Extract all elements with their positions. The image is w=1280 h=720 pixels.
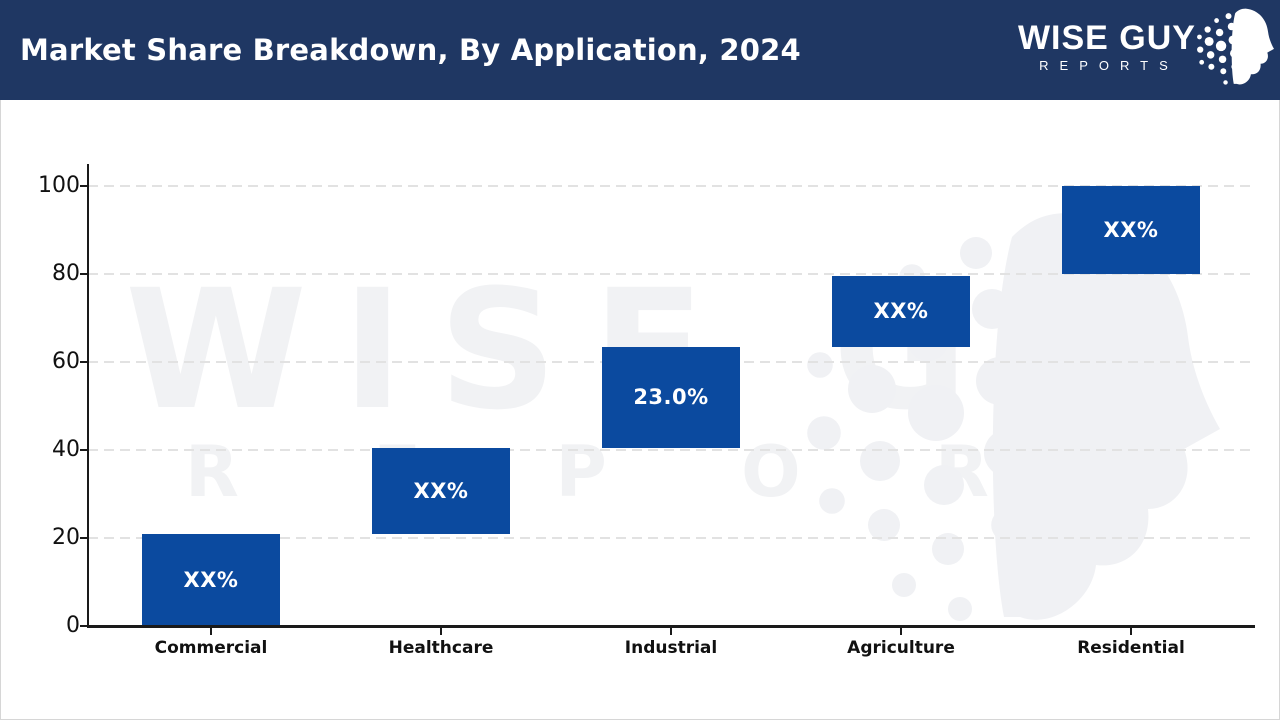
y-tick-20 — [80, 537, 88, 539]
brand-logo-text: WISE GUY REPORTS — [1018, 20, 1196, 73]
x-axis-line — [87, 625, 1255, 628]
bar-industrial: 23.0% — [602, 346, 740, 448]
y-tick-label-60: 60 — [52, 349, 80, 374]
x-category-label-commercial: Commercial — [154, 638, 268, 658]
brand-logo-wiseguy: WISE GUY — [1017, 19, 1196, 57]
y-tick-80 — [80, 273, 88, 275]
brand-logo-face-icon — [1197, 8, 1274, 85]
bar-value-label: XX% — [873, 299, 929, 324]
bar-residential: XX% — [1062, 186, 1200, 274]
gridline-20 — [88, 537, 1255, 539]
bar-value-label: 23.0% — [633, 385, 709, 410]
x-category-label-industrial: Industrial — [624, 638, 718, 658]
y-tick-100 — [80, 185, 88, 187]
bar-commercial: XX% — [142, 533, 280, 626]
x-tick-healthcare — [440, 628, 442, 635]
bar-value-label: XX% — [183, 567, 239, 592]
y-tick-label-80: 80 — [52, 261, 80, 286]
bar-agriculture: XX% — [832, 276, 970, 347]
y-tick-label-20: 20 — [52, 525, 80, 550]
bar-healthcare: XX% — [372, 447, 510, 534]
brand-logo-reports: REPORTS — [1039, 58, 1179, 73]
y-tick-40 — [80, 449, 88, 451]
x-category-label-agriculture: Agriculture — [847, 638, 955, 658]
x-tick-residential — [1130, 628, 1132, 635]
gridline-40 — [88, 449, 1255, 451]
gridline-80 — [88, 273, 1255, 275]
bar-value-label: XX% — [1103, 218, 1159, 242]
header-bar: Market Share Breakdown, By Application, … — [0, 0, 1280, 100]
gridline-100 — [88, 185, 1255, 187]
x-category-label-healthcare: Healthcare — [388, 638, 494, 658]
y-tick-label-0: 0 — [66, 613, 80, 638]
y-tick-60 — [80, 361, 88, 363]
y-tick-0 — [80, 625, 88, 627]
brand-logo: WISE GUY REPORTS — [1018, 4, 1274, 96]
x-tick-industrial — [670, 628, 672, 635]
y-axis-line — [87, 164, 89, 627]
x-category-label-residential: Residential — [1077, 638, 1185, 658]
x-tick-agriculture — [900, 628, 902, 635]
bar-value-label: XX% — [413, 478, 469, 503]
y-tick-label-40: 40 — [52, 437, 80, 462]
x-tick-commercial — [210, 628, 212, 635]
y-tick-label-100: 100 — [38, 173, 80, 198]
chart-title: Market Share Breakdown, By Application, … — [20, 33, 801, 67]
